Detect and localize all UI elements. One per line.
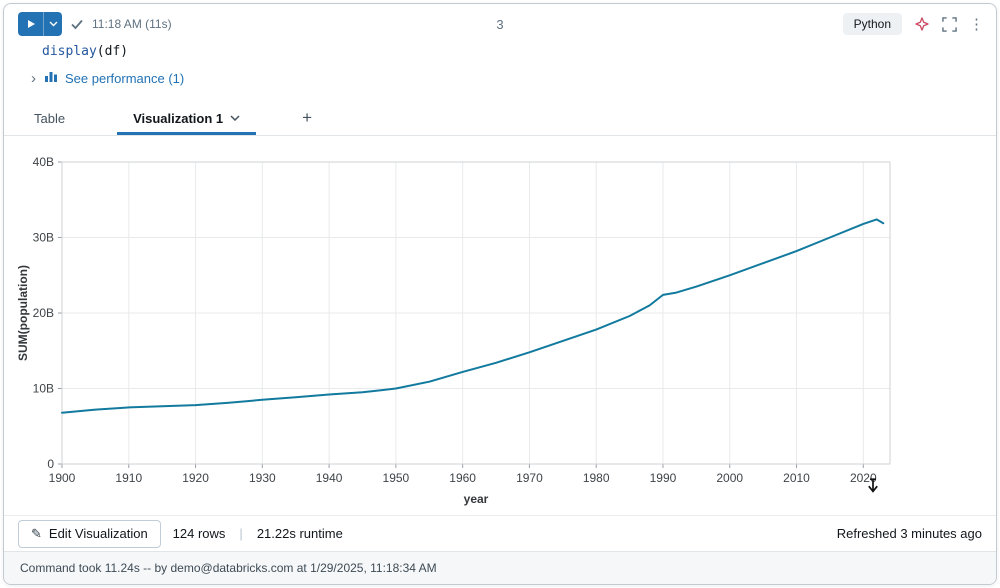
last-run-timestamp: 11:18 AM (11s)	[92, 17, 172, 31]
refreshed-label: Refreshed 3 minutes ago	[836, 526, 982, 541]
svg-text:1970: 1970	[516, 471, 543, 485]
fullscreen-icon[interactable]	[942, 16, 957, 32]
mouse-cursor-icon	[866, 478, 880, 501]
result-footer: ✎ Edit Visualization 124 rows | 21.22s r…	[4, 515, 996, 551]
edit-visualization-label: Edit Visualization	[48, 526, 148, 541]
svg-text:2000: 2000	[716, 471, 743, 485]
result-tabs: Table Visualization 1 +	[4, 104, 996, 136]
svg-text:30B: 30B	[33, 231, 54, 245]
command-status-line: Command took 11.24s -- by demo@databrick…	[4, 551, 996, 584]
run-button[interactable]	[18, 12, 62, 36]
cell-header: 3 11:18 AM (11s) Python ⋮	[4, 4, 996, 40]
success-check-icon	[70, 17, 84, 31]
svg-text:2020: 2020	[850, 471, 877, 485]
see-performance-link[interactable]: See performance (1)	[65, 71, 185, 86]
expand-chevron-icon[interactable]: ›	[31, 70, 36, 87]
svg-text:20B: 20B	[33, 306, 54, 320]
svg-text:1990: 1990	[650, 471, 677, 485]
svg-text:10B: 10B	[33, 382, 54, 396]
performance-row: › See performance (1)	[30, 66, 984, 98]
svg-text:1910: 1910	[115, 471, 142, 485]
pencil-icon: ✎	[31, 525, 42, 541]
tab-dropdown-caret-icon[interactable]	[230, 115, 240, 121]
assistant-sparkle-icon[interactable]	[914, 16, 930, 32]
row-count: 124 rows	[172, 526, 226, 541]
kebab-menu-icon[interactable]: ⋮	[969, 15, 984, 33]
tab-visualization-label: Visualization 1	[133, 110, 224, 126]
svg-text:2010: 2010	[783, 471, 810, 485]
code-args-token: (df)	[96, 44, 129, 59]
svg-text:year: year	[464, 492, 489, 506]
svg-text:1950: 1950	[383, 471, 410, 485]
svg-text:SUM(population): SUM(population)	[16, 265, 30, 361]
population-chart[interactable]: 1900 1910 1920 1930 1940 1950 1960 1970 1980 1990…	[16, 150, 896, 510]
runtime-label: 21.22s runtime	[256, 526, 343, 541]
tab-visualization-1[interactable]: Visualization 1	[117, 104, 257, 135]
svg-text:1920: 1920	[182, 471, 209, 485]
svg-text:1980: 1980	[583, 471, 610, 485]
notebook-cell: 3 11:18 AM (11s) Python ⋮	[3, 3, 997, 585]
svg-text:1900: 1900	[49, 471, 76, 485]
language-selector[interactable]: Python	[842, 13, 902, 35]
code-function-token: display	[42, 44, 97, 59]
svg-text:0: 0	[47, 457, 54, 471]
tab-table[interactable]: Table	[34, 110, 66, 126]
svg-text:1930: 1930	[249, 471, 276, 485]
svg-text:1960: 1960	[449, 471, 476, 485]
code-line[interactable]: display(df)	[42, 42, 984, 66]
edit-visualization-button[interactable]: ✎ Edit Visualization	[18, 519, 161, 548]
add-visualization-button[interactable]: +	[302, 108, 313, 127]
code-editor[interactable]: display(df) › See performance (1)	[4, 40, 996, 98]
chart-region: 1900 1910 1920 1930 1940 1950 1960 1970 1980 1990…	[4, 136, 996, 515]
svg-text:1940: 1940	[316, 471, 343, 485]
svg-text:40B: 40B	[33, 155, 54, 169]
play-icon[interactable]	[18, 12, 44, 36]
meta-separator: |	[239, 526, 243, 541]
run-dropdown-caret-icon[interactable]	[44, 12, 62, 36]
bar-chart-icon	[44, 69, 58, 88]
